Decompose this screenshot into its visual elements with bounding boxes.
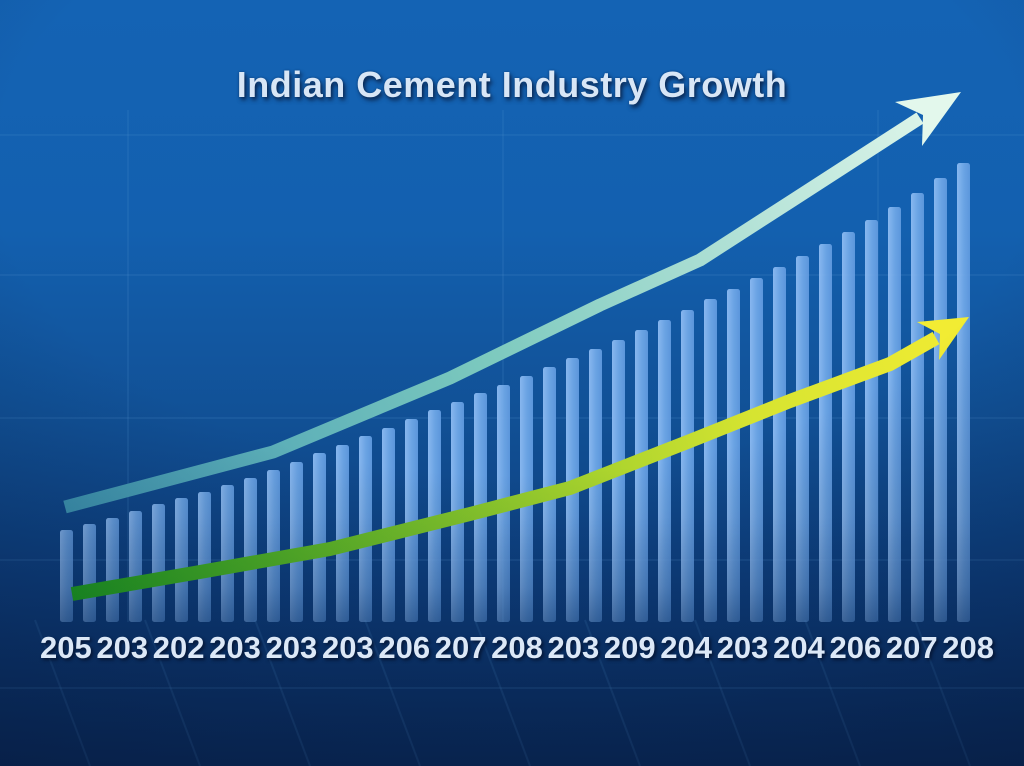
x-axis-label: 208 [491,630,543,665]
x-axis-label: 203 [716,630,769,665]
bar [336,445,349,622]
bar [704,299,717,622]
upper-trend-arrow [63,112,924,514]
x-axis-label: 203 [96,630,149,665]
bar [83,524,96,622]
chart-title: Indian Cement Industry Growth [236,64,788,105]
x-axis-label: 203 [209,630,261,665]
bar [635,330,648,622]
bar [290,462,303,622]
bar [934,178,947,622]
x-axis-label: 204 [660,630,713,665]
bar [773,267,786,622]
x-axis-label: 206 [829,630,882,665]
bar [612,340,625,622]
x-axis-label: 205 [40,630,92,665]
bar [313,453,326,622]
bar [727,289,740,622]
x-axis-label: 203 [547,630,600,665]
bar [106,518,119,622]
bar [198,492,211,622]
bar [842,232,855,622]
x-axis-label: 207 [434,630,487,665]
x-axis-label: 203 [321,630,374,665]
x-axis-labels: 205 203 202 203 203 203 206 207 208 203 209 204 203 2… [0,630,1024,666]
x-axis-label: 203 [265,630,318,665]
bar [60,530,73,622]
bar [750,278,763,622]
x-axis-label: 202 [152,630,205,665]
bar [819,244,832,622]
bar [796,256,809,622]
x-axis-label: 209 [603,630,656,665]
x-axis-label: 207 [885,630,938,665]
bar [382,428,395,622]
bar [152,504,165,622]
bar [888,207,901,622]
bar-series [60,163,970,622]
bar [175,498,188,622]
x-axis-label: 206 [378,630,431,665]
bar [865,220,878,622]
bar [267,470,280,622]
bar [681,310,694,622]
bar [359,436,372,622]
bar [911,193,924,622]
x-axis-label: 208 [942,630,994,665]
bar [957,163,970,622]
bar [129,511,142,622]
bar [244,478,257,622]
bar [658,320,671,622]
x-axis-label: 204 [773,630,825,665]
bar [221,485,234,622]
